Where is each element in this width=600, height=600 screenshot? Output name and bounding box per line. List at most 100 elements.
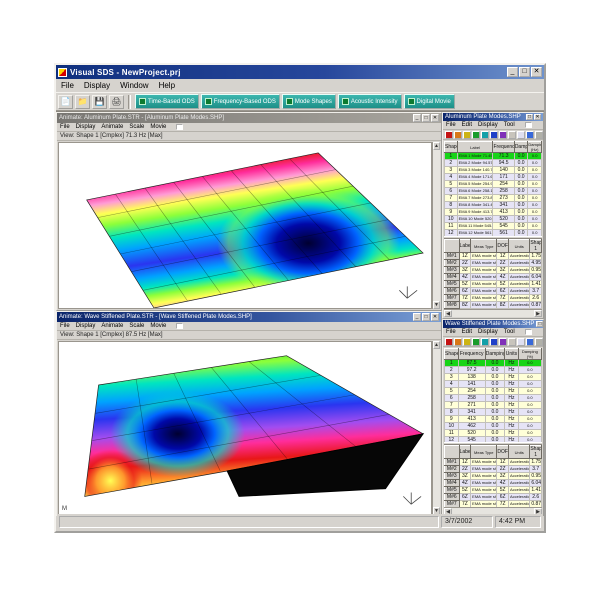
menu-file[interactable]: File xyxy=(61,81,74,90)
menu-display[interactable]: Display xyxy=(478,122,498,128)
help-icon[interactable] xyxy=(535,337,543,346)
menu-scale[interactable]: Scale xyxy=(129,124,145,130)
table-checkbox[interactable] xyxy=(524,122,532,128)
table-cell[interactable]: 0.0 xyxy=(484,366,506,374)
menu-file[interactable]: File xyxy=(446,122,456,128)
table-cell[interactable]: 0.0 xyxy=(517,380,542,388)
table-cell[interactable]: 1.41 xyxy=(529,280,542,288)
menu-display[interactable]: Display xyxy=(75,323,96,329)
table-row[interactable]: 6 258 0.0 Hz 0.0 xyxy=(444,394,542,402)
table-cell[interactable]: 0.0 xyxy=(484,373,506,381)
column-header[interactable]: Units xyxy=(504,348,519,360)
maximize-button[interactable]: □ xyxy=(422,313,430,321)
table-cell[interactable]: 254 xyxy=(492,180,515,188)
table-cell[interactable]: Hz xyxy=(504,429,519,437)
plot-canvas-bottom[interactable]: M xyxy=(58,341,432,515)
table-cell[interactable]: Acceleration xyxy=(507,486,531,494)
table-cell[interactable]: 0.0 xyxy=(517,373,542,381)
table-cell[interactable]: EMA mode shp xyxy=(470,294,498,302)
table-cell[interactable]: Acceleration xyxy=(507,252,531,260)
column-header[interactable]: DOFs xyxy=(496,239,509,253)
column-header[interactable]: Shape 1 xyxy=(529,239,542,253)
frequency-based-ods-button[interactable]: Frequency-Based ODS xyxy=(200,94,280,109)
table-cell[interactable]: 4 xyxy=(444,380,459,388)
table-cell[interactable]: 2 xyxy=(444,366,459,374)
vertical-scrollbar[interactable]: ▲ ▼ xyxy=(432,142,440,309)
plot-canvas-top[interactable] xyxy=(58,142,432,309)
table-checkbox[interactable] xyxy=(524,329,532,335)
column-header[interactable]: Label xyxy=(456,141,494,153)
column-header[interactable]: Meas Type xyxy=(470,239,498,253)
table-cell[interactable]: Acceleration xyxy=(507,287,531,295)
save-icon[interactable]: 💾 xyxy=(92,94,107,109)
column-header[interactable]: Shape xyxy=(444,348,459,360)
mode-shape-table[interactable]: Shape Frequency Damping Units Damping (%) 1 87… xyxy=(444,348,542,442)
menu-edit[interactable]: Edit xyxy=(461,329,473,335)
table-cell[interactable]: 0.0 xyxy=(513,166,529,174)
table-cell[interactable]: EMA 5 Mode 254.9074 xyxy=(456,180,494,188)
app-titlebar[interactable]: Visual SDS - NewProject.prj _ □ ✕ xyxy=(56,65,544,79)
table-cell[interactable]: 0.0 xyxy=(527,222,542,230)
table-cell[interactable]: Hz xyxy=(504,359,519,367)
column-header[interactable]: Damping xyxy=(513,141,529,153)
table-cell[interactable]: EMA mode shp xyxy=(470,479,498,487)
table-cell[interactable]: 0.0 xyxy=(517,366,542,374)
table-cell[interactable]: M#1 xyxy=(444,252,460,260)
table-row[interactable]: M#1 1Z EMA mode shp 1Z Acceleration 1.75 xyxy=(444,252,542,260)
table-cell[interactable]: 0.0 xyxy=(527,166,542,174)
table-row[interactable]: M#5 5Z EMA mode shp 5Z Acceleration 1.41 xyxy=(444,486,542,494)
minimize-button[interactable]: _ xyxy=(413,313,421,321)
select-icon[interactable] xyxy=(490,130,498,139)
digital-movie-button[interactable]: Digital Movie xyxy=(403,94,455,109)
table-cell[interactable]: 0.0 xyxy=(527,208,542,216)
table-cell[interactable]: Hz xyxy=(504,401,519,409)
scroll-down-icon[interactable]: ▼ xyxy=(433,301,440,309)
column-header[interactable]: Frequency xyxy=(492,141,515,153)
table-cell[interactable]: EMA 1 Mode 71.45964 xyxy=(456,152,494,160)
table-cell[interactable]: Acceleration xyxy=(507,479,531,487)
table-cell[interactable]: Hz xyxy=(504,422,519,430)
menu-file[interactable]: File xyxy=(60,323,70,329)
table-cell[interactable]: M#1 xyxy=(444,458,460,466)
table-cell[interactable]: 0.0 xyxy=(527,187,542,195)
table-cell[interactable]: 7Z xyxy=(496,294,509,302)
open-folder-icon[interactable]: 📁 xyxy=(75,94,90,109)
table-cell[interactable]: Acceleration xyxy=(507,500,531,507)
table-cell[interactable]: 0.0 xyxy=(513,194,529,202)
shapes-bottom-titlebar[interactable]: Wave Stiffened Plate Modes.SHP □ ✕ xyxy=(443,320,543,328)
table-cell[interactable]: 0.0 xyxy=(517,394,542,402)
table-cell[interactable]: 11 xyxy=(444,222,458,230)
table-cell[interactable]: EMA mode shp xyxy=(470,266,498,274)
table-cell[interactable]: 0.0 xyxy=(513,180,529,188)
animate-bottom-titlebar[interactable]: Animate: Wave Stiffened Plate.STR - [Wav… xyxy=(57,312,441,322)
table-row[interactable]: 2 97.2 0.0 Hz 0.0 xyxy=(444,366,542,374)
table-cell[interactable]: 520 xyxy=(457,429,486,437)
table-cell[interactable]: 413 xyxy=(492,208,515,216)
table-row[interactable]: 7 271 0.0 Hz 0.0 xyxy=(444,401,542,409)
table-cell[interactable]: 1.75 xyxy=(529,252,542,260)
save-icon[interactable] xyxy=(445,130,453,139)
table-row[interactable]: 8 341 0.0 Hz 0.0 xyxy=(444,408,542,416)
table-cell[interactable]: 9 xyxy=(444,415,459,423)
table-cell[interactable]: 0.954 xyxy=(529,472,542,480)
table-cell[interactable]: Hz xyxy=(504,415,519,423)
table-cell[interactable]: 8 xyxy=(444,408,459,416)
menu-file[interactable]: File xyxy=(60,124,70,130)
acoustic-intensity-button[interactable]: Acoustic Intensity xyxy=(337,94,402,109)
table-cell[interactable]: 6 xyxy=(444,394,459,402)
table-cell[interactable]: EMA mode shp xyxy=(470,252,498,260)
menu-animate[interactable]: Animate xyxy=(101,323,124,329)
table-cell[interactable]: Acceleration xyxy=(507,472,531,480)
horizontal-scrollbar[interactable]: ◀ ▶ xyxy=(444,309,542,317)
scale-icon[interactable] xyxy=(508,130,516,139)
table-cell[interactable]: 6Z xyxy=(458,287,472,295)
table-cell[interactable]: M#4 xyxy=(444,273,460,281)
table-cell[interactable]: EMA 8 Mode 341.4289 xyxy=(456,201,494,209)
table-cell[interactable]: 138 xyxy=(457,373,486,381)
table-cell[interactable]: 0.0 xyxy=(513,222,529,230)
table-cell[interactable]: M#3 xyxy=(444,472,460,480)
table-cell[interactable]: 4.958 xyxy=(529,259,542,267)
